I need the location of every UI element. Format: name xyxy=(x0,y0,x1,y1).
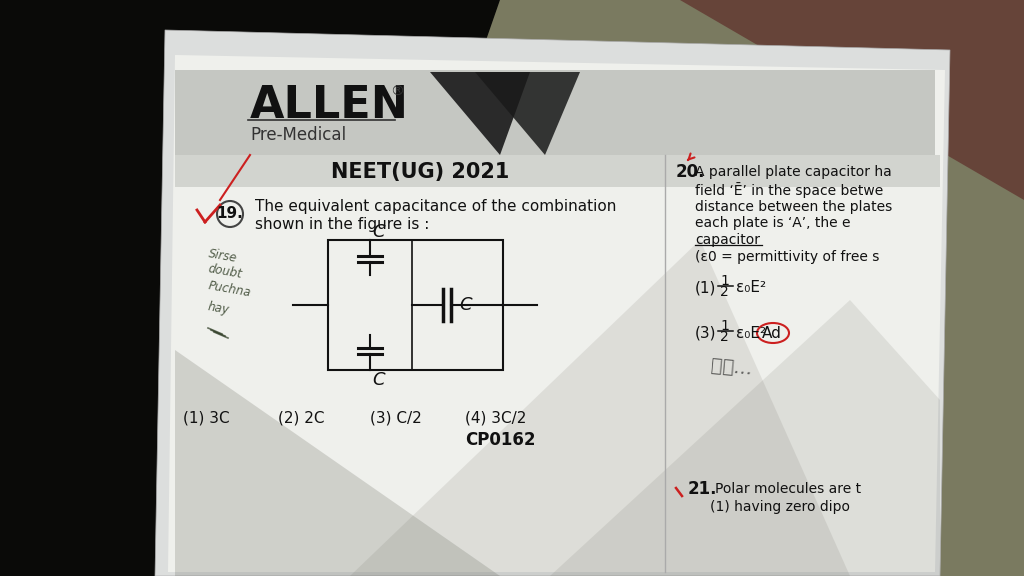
Text: (1) 3C: (1) 3C xyxy=(183,411,229,426)
Text: ®: ® xyxy=(390,85,403,99)
Text: C: C xyxy=(459,296,472,314)
Text: (2) 2C: (2) 2C xyxy=(278,411,325,426)
Polygon shape xyxy=(350,240,850,576)
Bar xyxy=(665,155,940,187)
Polygon shape xyxy=(0,0,500,576)
Text: (3) C/2: (3) C/2 xyxy=(370,411,422,426)
Text: Ad: Ad xyxy=(762,325,782,340)
Text: distance between the plates: distance between the plates xyxy=(695,200,892,214)
Text: C: C xyxy=(372,223,385,241)
Text: 1: 1 xyxy=(720,319,729,333)
Text: hay: hay xyxy=(207,301,230,317)
Text: capacitor: capacitor xyxy=(695,233,760,247)
Text: (3): (3) xyxy=(695,325,717,340)
Text: (ε0 = permittivity of free s: (ε0 = permittivity of free s xyxy=(695,250,880,264)
Polygon shape xyxy=(175,350,500,576)
Text: (4) 3C/2: (4) 3C/2 xyxy=(465,411,526,426)
Text: each plate is ‘A’, the e: each plate is ‘A’, the e xyxy=(695,216,851,230)
Polygon shape xyxy=(430,72,530,155)
Text: Pre-Medical: Pre-Medical xyxy=(250,126,346,144)
Text: C: C xyxy=(372,371,385,389)
Polygon shape xyxy=(155,30,950,576)
Text: ε₀E²: ε₀E² xyxy=(736,325,766,340)
Text: 20.: 20. xyxy=(676,163,706,181)
Text: NEET(UG) 2021: NEET(UG) 2021 xyxy=(331,162,509,182)
Polygon shape xyxy=(475,72,580,155)
Text: 19.: 19. xyxy=(217,207,244,222)
Text: field ‘Ē’ in the space betwe: field ‘Ē’ in the space betwe xyxy=(695,182,884,198)
Text: The equivalent capacitance of the combination: The equivalent capacitance of the combin… xyxy=(255,199,616,214)
Text: ALLEN: ALLEN xyxy=(250,84,409,127)
Text: (1) having zero dipo: (1) having zero dipo xyxy=(710,500,850,514)
Text: doubt: doubt xyxy=(207,262,243,281)
Text: 1: 1 xyxy=(720,274,729,288)
Text: 2: 2 xyxy=(720,330,729,344)
Text: (1): (1) xyxy=(695,281,717,295)
Polygon shape xyxy=(168,55,945,572)
Polygon shape xyxy=(550,300,940,576)
Text: ε₀E²: ε₀E² xyxy=(736,281,766,295)
Polygon shape xyxy=(680,0,1024,200)
Text: Polar molecules are t: Polar molecules are t xyxy=(715,482,861,496)
Bar xyxy=(175,155,665,187)
Text: Sirse: Sirse xyxy=(207,247,238,265)
Text: CP0162: CP0162 xyxy=(465,431,536,449)
Text: A parallel plate capacitor ha: A parallel plate capacitor ha xyxy=(695,165,892,179)
Text: shown in the figure is :: shown in the figure is : xyxy=(255,217,429,232)
Bar xyxy=(175,70,935,155)
Text: Puchna: Puchna xyxy=(207,279,252,299)
Polygon shape xyxy=(300,0,1024,576)
Bar xyxy=(328,240,503,370)
Text: शा...: शा... xyxy=(710,357,754,379)
Text: 2: 2 xyxy=(720,285,729,299)
Text: 21.: 21. xyxy=(688,480,718,498)
